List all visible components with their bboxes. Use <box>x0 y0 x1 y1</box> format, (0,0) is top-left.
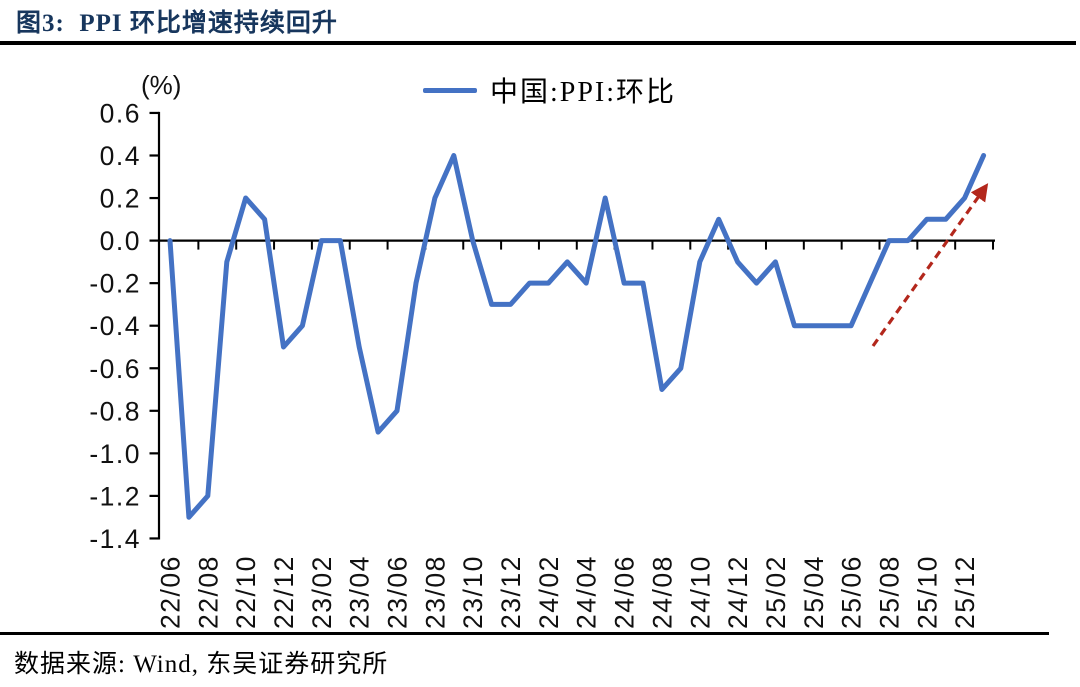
y-tick-label: -1.4 <box>89 524 141 554</box>
trend-arrow-icon <box>871 183 989 347</box>
x-tick-label: 24/04 <box>572 555 602 629</box>
legend-label: 中国:PPI:环比 <box>490 77 677 108</box>
x-tick-label: 22/08 <box>193 555 223 629</box>
y-tick-label: -1.0 <box>89 439 141 469</box>
x-tick-label: 25/08 <box>875 555 905 629</box>
x-tick-label: 23/02 <box>307 555 337 629</box>
x-tick-label: 23/08 <box>420 555 450 629</box>
x-tick-label: 23/04 <box>345 555 375 629</box>
figure-title: 图3: PPI 环比增速持续回升 <box>16 10 338 37</box>
y-tick-label: -0.4 <box>89 311 141 341</box>
x-tick-label: 24/10 <box>685 555 715 629</box>
title-divider <box>0 41 1076 45</box>
x-tick-label: 24/12 <box>723 555 753 629</box>
x-tick-label: 23/06 <box>383 555 413 629</box>
y-axis: 0.6 0.4 0.2 0.0 -0.2 -0.4 -0.6 -0.8 -1.0 -1.2 -1.4 <box>89 98 161 554</box>
y-tick-label: -0.6 <box>89 354 141 384</box>
y-tick-label: -0.2 <box>89 269 141 299</box>
y-axis-unit: (%) <box>141 70 182 100</box>
series-line <box>167 153 987 520</box>
chart-bottom-divider <box>0 632 1049 635</box>
x-tick-label: 23/10 <box>458 555 488 629</box>
x-axis: 22/06 22/08 22/10 22/12 23/02 23/04 23/06 23/08… <box>156 239 995 629</box>
x-tick-label: 23/12 <box>496 555 526 629</box>
data-source: 数据来源: Wind, 东吴证券研究所 <box>14 651 389 678</box>
y-tick-label: 0.6 <box>100 98 141 128</box>
y-tick-label: -0.8 <box>89 396 141 426</box>
y-tick-label: 0.0 <box>100 226 141 256</box>
x-tick-label: 25/02 <box>761 555 791 629</box>
legend-line-sample <box>423 87 477 93</box>
x-tick-label: 25/06 <box>837 555 867 629</box>
x-tick-label: 22/06 <box>156 555 186 629</box>
x-tick-label: 22/10 <box>231 555 261 629</box>
x-tick-label: 22/12 <box>269 555 299 629</box>
x-tick-label: 24/06 <box>610 555 640 629</box>
y-tick-label: -1.2 <box>89 481 141 511</box>
y-tick-label: 0.2 <box>100 184 141 214</box>
x-tick-label: 24/02 <box>534 555 564 629</box>
x-tick-label: 25/04 <box>799 555 829 629</box>
x-tick-label: 25/10 <box>912 555 942 629</box>
x-tick-label: 25/12 <box>950 555 980 629</box>
y-tick-label: 0.4 <box>100 141 141 171</box>
x-tick-label: 24/08 <box>647 555 677 629</box>
chart-legend: 中国:PPI:环比 <box>423 70 676 110</box>
